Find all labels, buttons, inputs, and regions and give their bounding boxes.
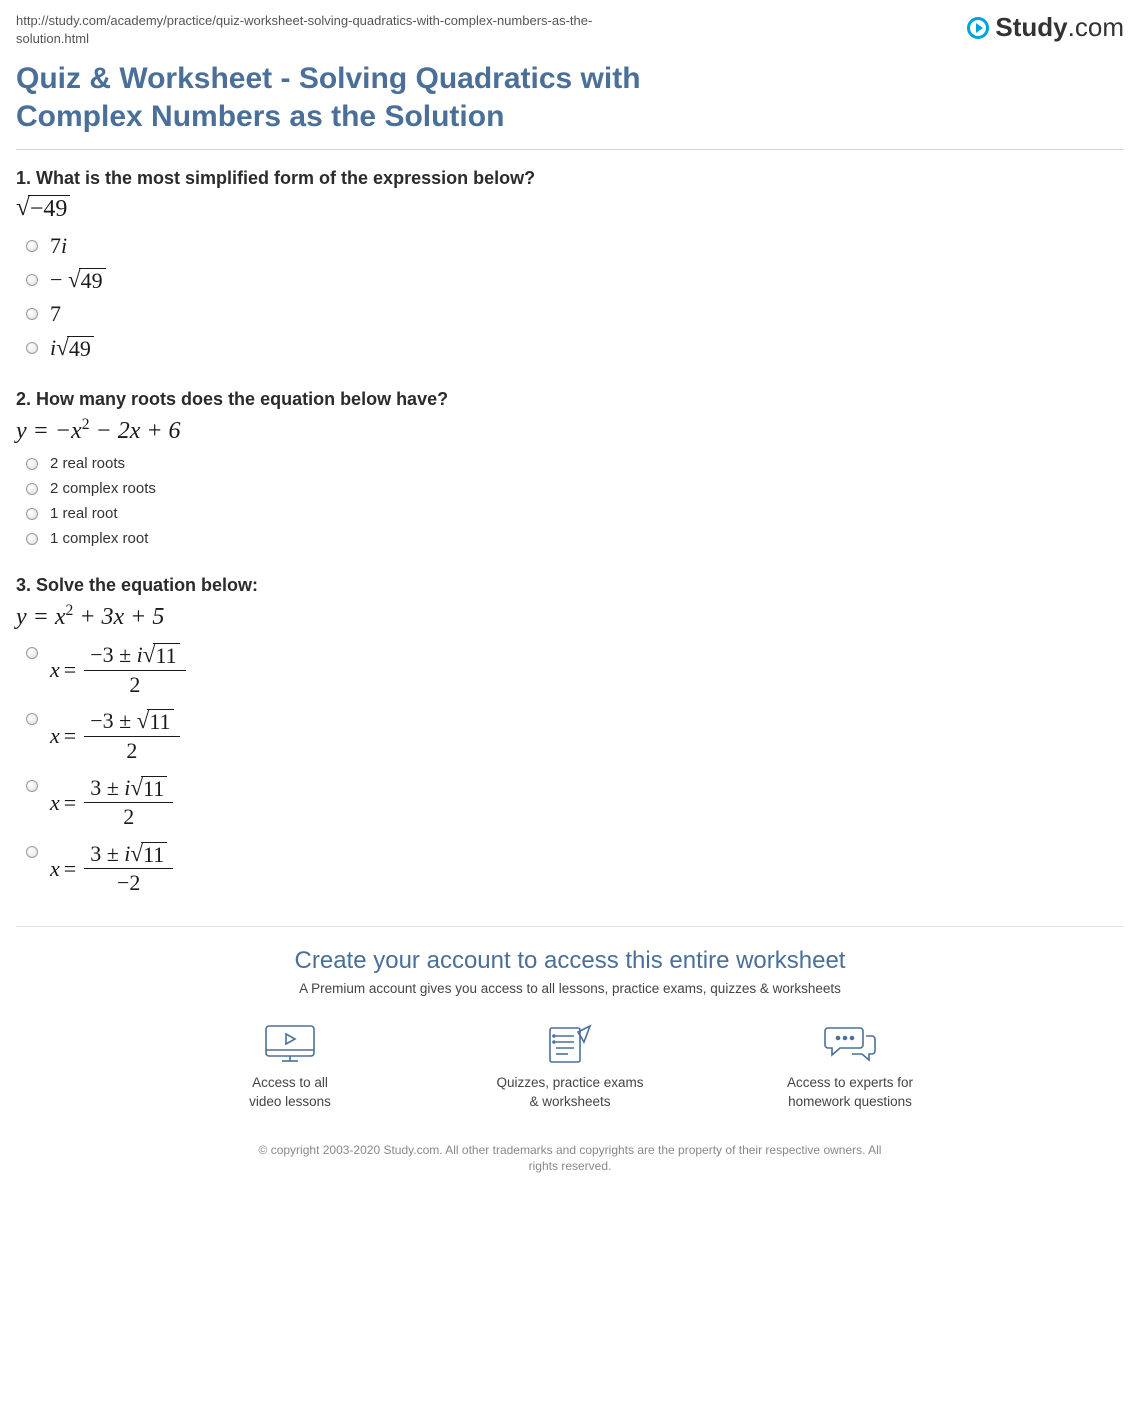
question-number: 2. (16, 389, 31, 409)
option: 7 (26, 301, 1124, 327)
option: i√49 (26, 335, 1124, 361)
option: x = −3 ± √11 2 (26, 707, 1124, 765)
header: http://study.com/academy/practice/quiz-w… (16, 12, 1124, 48)
question-prompt: 3. Solve the equation below: (16, 575, 1124, 596)
cta-subtitle: A Premium account gives you access to al… (96, 981, 1044, 996)
option-label: 7 (50, 301, 61, 327)
option-label: x = −3 ± i√11 2 (50, 641, 190, 699)
radio-icon[interactable] (26, 780, 38, 792)
option-label: 2 real roots (50, 455, 125, 472)
divider (16, 149, 1124, 150)
option-label: − √49 (50, 267, 106, 293)
option-label: x = 3 ± i√11 2 (50, 774, 177, 832)
option-label: x = 3 ± i√11 −2 (50, 840, 177, 898)
options-list: 2 real roots 2 complex roots 1 real root… (16, 455, 1124, 547)
radio-icon[interactable] (26, 483, 38, 495)
radio-icon[interactable] (26, 533, 38, 545)
question-2: 2. How many roots does the equation belo… (16, 389, 1124, 547)
options-list: 7i − √49 7 i√49 (16, 233, 1124, 361)
option: 2 complex roots (26, 480, 1124, 497)
option: 7i (26, 233, 1124, 259)
options-list: x = −3 ± i√11 2 x = −3 ± √11 2 (16, 641, 1124, 898)
question-number: 1. (16, 168, 31, 188)
option-label: 1 complex root (50, 530, 148, 547)
question-prompt: 2. How many roots does the equation belo… (16, 389, 1124, 410)
feature-quizzes: Quizzes, practice exams& worksheets (475, 1024, 665, 1112)
option: − √49 (26, 267, 1124, 293)
chat-icon (824, 1024, 876, 1064)
radio-icon[interactable] (26, 458, 38, 470)
cta-section: Create your account to access this entir… (16, 947, 1124, 1175)
radio-icon[interactable] (26, 308, 38, 320)
logo: Study.com (967, 12, 1124, 43)
feature-text: Quizzes, practice exams& worksheets (496, 1074, 643, 1112)
question-expression: √−49 (16, 195, 1124, 222)
cta-title: Create your account to access this entir… (96, 947, 1044, 975)
option: 1 complex root (26, 530, 1124, 547)
option: x = 3 ± i√11 2 (26, 774, 1124, 832)
page-title: Quiz & Worksheet - Solving Quadratics wi… (16, 60, 716, 135)
feature-text: Access to experts forhomework questions (787, 1074, 913, 1112)
option: x = −3 ± i√11 2 (26, 641, 1124, 699)
checklist-icon (544, 1024, 596, 1064)
option: 2 real roots (26, 455, 1124, 472)
question-3: 3. Solve the equation below: y = x2 + 3x… (16, 575, 1124, 898)
feature-experts: Access to experts forhomework questions (755, 1024, 945, 1112)
copyright: © copyright 2003-2020 Study.com. All oth… (250, 1142, 890, 1176)
question-1: 1. What is the most simplified form of t… (16, 168, 1124, 361)
feature-text: Access to allvideo lessons (249, 1074, 331, 1112)
question-expression: y = x2 + 3x + 5 (16, 602, 1124, 631)
option-label: 7i (50, 233, 67, 259)
option-label: 2 complex roots (50, 480, 156, 497)
video-lesson-icon (264, 1024, 316, 1064)
radio-icon[interactable] (26, 342, 38, 354)
logo-text: Study.com (995, 12, 1124, 43)
question-text: How many roots does the equation below h… (36, 389, 448, 409)
option-label: x = −3 ± √11 2 (50, 707, 184, 765)
question-text: Solve the equation below: (36, 575, 258, 595)
radio-icon[interactable] (26, 274, 38, 286)
radio-icon[interactable] (26, 508, 38, 520)
feature-row: Access to allvideo lessons Quizzes, prac… (96, 1024, 1044, 1112)
play-circle-icon (967, 17, 989, 39)
option-label: 1 real root (50, 505, 118, 522)
radio-icon[interactable] (26, 240, 38, 252)
question-number: 3. (16, 575, 31, 595)
feature-video-lessons: Access to allvideo lessons (195, 1024, 385, 1112)
option-label: i√49 (50, 335, 94, 361)
radio-icon[interactable] (26, 713, 38, 725)
option: x = 3 ± i√11 −2 (26, 840, 1124, 898)
radio-icon[interactable] (26, 647, 38, 659)
option: 1 real root (26, 505, 1124, 522)
question-expression: y = −x2 − 2x + 6 (16, 416, 1124, 445)
question-text: What is the most simplified form of the … (36, 168, 535, 188)
divider (16, 926, 1124, 927)
page-url: http://study.com/academy/practice/quiz-w… (16, 12, 596, 48)
question-prompt: 1. What is the most simplified form of t… (16, 168, 1124, 189)
radio-icon[interactable] (26, 846, 38, 858)
